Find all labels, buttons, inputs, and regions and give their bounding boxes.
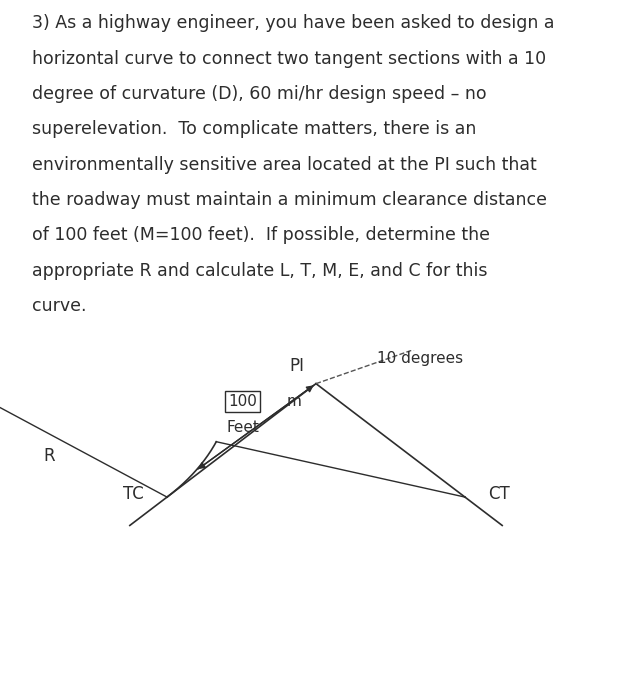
Text: appropriate R and calculate L, T, M, E, and C for this: appropriate R and calculate L, T, M, E, …: [32, 262, 487, 280]
Text: PI: PI: [289, 357, 305, 375]
Text: horizontal curve to connect two tangent sections with a 10: horizontal curve to connect two tangent …: [32, 50, 545, 68]
Text: 10 degrees: 10 degrees: [377, 351, 463, 365]
Text: R: R: [43, 447, 54, 466]
Text: of 100 feet (M=100 feet).  If possible, determine the: of 100 feet (M=100 feet). If possible, d…: [32, 226, 490, 244]
Text: CT: CT: [488, 484, 510, 503]
Text: curve.: curve.: [32, 297, 86, 315]
Text: TC: TC: [123, 484, 144, 503]
Text: superelevation.  To complicate matters, there is an: superelevation. To complicate matters, t…: [32, 120, 476, 139]
Text: 100: 100: [228, 393, 257, 409]
Text: 3) As a highway engineer, you have been asked to design a: 3) As a highway engineer, you have been …: [32, 15, 554, 32]
Text: m: m: [287, 393, 301, 409]
Text: degree of curvature (D), 60 mi/hr design speed – no: degree of curvature (D), 60 mi/hr design…: [32, 85, 486, 103]
Text: environmentally sensitive area located at the PI such that: environmentally sensitive area located a…: [32, 155, 537, 174]
Text: the roadway must maintain a minimum clearance distance: the roadway must maintain a minimum clea…: [32, 191, 547, 209]
Text: Feet: Feet: [226, 420, 259, 435]
